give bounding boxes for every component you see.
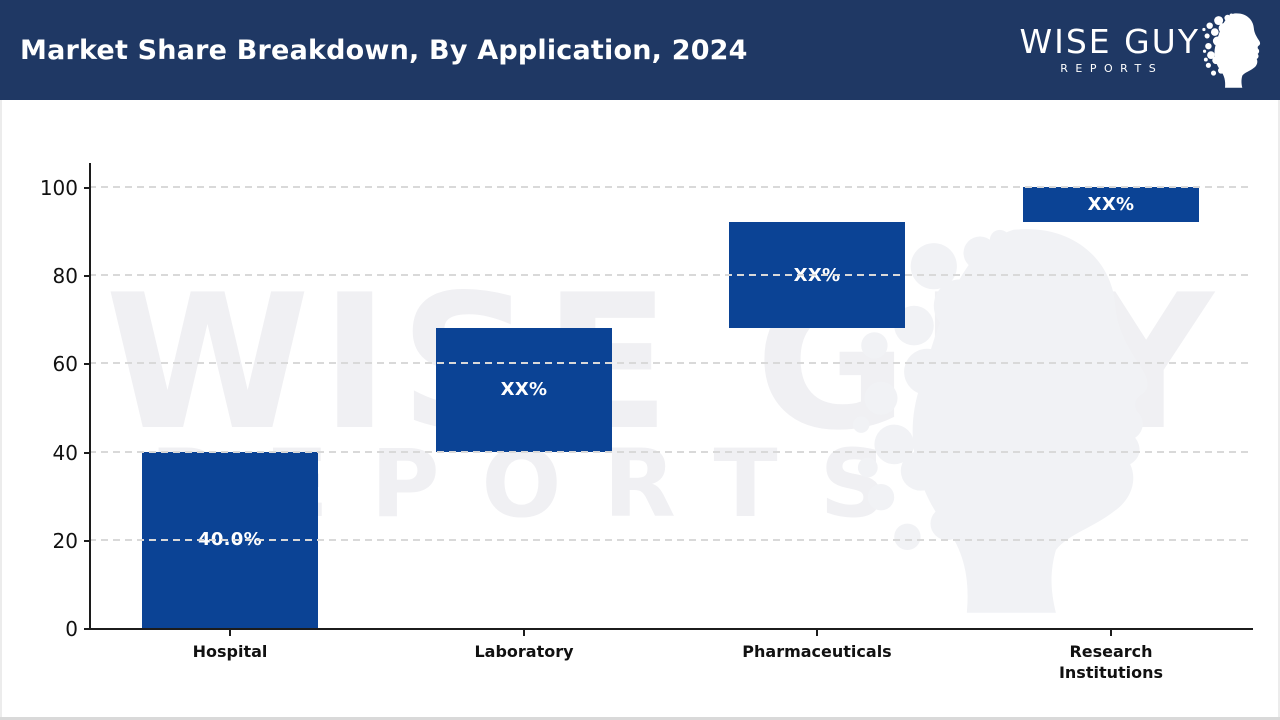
y-tick-20 <box>84 539 89 542</box>
x-tick-laboratory <box>523 630 525 636</box>
y-tick-label-40: 40 <box>52 440 78 465</box>
bar-value-label-research-institutions: XX% <box>1087 194 1135 216</box>
y-tick-40 <box>84 451 89 454</box>
y-tick-label-100: 100 <box>39 176 78 200</box>
y-axis-line <box>89 163 91 630</box>
y-tick-0 <box>84 628 89 630</box>
x-tick-hospital <box>229 630 231 636</box>
y-tick-label-80: 80 <box>52 264 78 289</box>
gridline-40 <box>89 450 1253 453</box>
y-tick-60 <box>84 363 89 366</box>
x-tick-pharmaceuticals <box>816 630 818 636</box>
bar-laboratory: XX% <box>436 328 612 452</box>
logo-text: WISE GUY REPORTS <box>1019 25 1200 75</box>
chart-title: Market Share Breakdown, By Application, … <box>20 34 748 66</box>
y-tick-100 <box>84 187 89 189</box>
x-tick-research-institutions <box>1110 630 1112 636</box>
gridline-20 <box>89 538 1253 541</box>
bar-research-institutions: XX% <box>1023 187 1199 223</box>
x-axis-line <box>89 628 1253 630</box>
y-tick-label-20: 20 <box>52 528 78 553</box>
wise-guy-logo: WISE GUY REPORTS <box>1019 9 1266 91</box>
logo-face-icon <box>1202 13 1261 88</box>
x-tick-label-hospital: Hospital <box>192 642 268 661</box>
gridline-80 <box>89 274 1253 277</box>
y-tick-label-60: 60 <box>52 352 78 377</box>
x-tick-label-laboratory: Laboratory <box>474 642 574 661</box>
plot-area: 40.0% XX% XX% XX% 0 20 40 60 80 100 Hospital Labora… <box>0 100 1280 720</box>
y-tick-80 <box>84 275 89 278</box>
x-tick-label-pharmaceuticals: Pharmaceuticals <box>742 642 892 661</box>
gridline-100 <box>89 186 1253 188</box>
x-tick-label-research-institutions: Research Institutions <box>1058 642 1164 682</box>
logo-subtitle: REPORTS <box>1060 61 1164 75</box>
logo-wordmark: WISE GUY <box>1019 22 1200 62</box>
header: Market Share Breakdown, By Application, … <box>0 0 1280 100</box>
y-tick-label-0: 0 <box>65 617 78 641</box>
bar-value-label-laboratory: XX% <box>500 379 548 401</box>
chart-area: WISE GUY REPORTS 40.0% XX% XX% XX% 0 20 40 60 80… <box>0 100 1280 720</box>
gridline-60 <box>89 362 1253 365</box>
